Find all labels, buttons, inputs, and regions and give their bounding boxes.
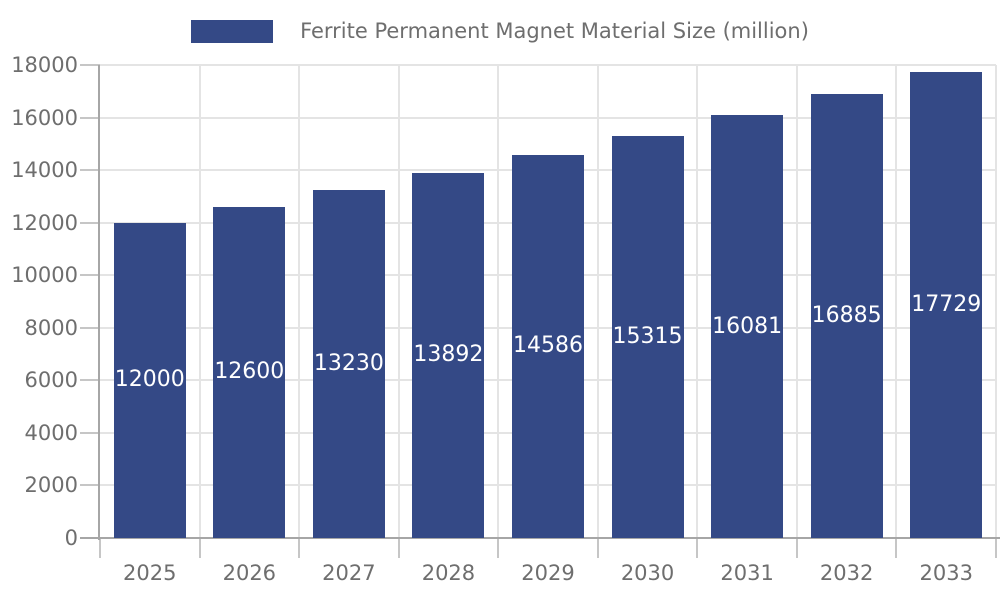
bar-value-label: 12000: [114, 367, 185, 393]
y-axis-label: 12000: [11, 210, 78, 235]
y-axis-label: 8000: [24, 315, 78, 340]
bar[interactable]: [810, 94, 883, 538]
bar-value-label: 16081: [712, 313, 783, 339]
x-axis-tick: [298, 538, 301, 558]
x-axis-label: 2031: [720, 561, 774, 585]
y-axis-label: 10000: [11, 263, 78, 288]
x-axis-tick: [198, 538, 201, 558]
bar-value-label: 16885: [811, 303, 882, 329]
gridline-vertical: [497, 65, 500, 538]
y-axis-label: 18000: [11, 53, 78, 77]
bar-value-label: 13892: [413, 342, 484, 368]
bar[interactable]: [711, 115, 784, 538]
x-axis-tick: [995, 538, 997, 558]
bar-value-label: 14586: [512, 333, 583, 359]
bar-value-label: 13230: [313, 351, 384, 377]
bar[interactable]: [910, 72, 983, 538]
bar-value-label: 17729: [911, 292, 982, 318]
y-axis-tick: [80, 484, 100, 487]
y-axis-label: 4000: [24, 420, 78, 445]
gridline-vertical: [298, 65, 301, 538]
x-axis-tick: [696, 538, 699, 558]
gridline-vertical: [795, 65, 798, 538]
y-axis-tick: [80, 326, 100, 329]
x-axis-label: 2026: [222, 561, 277, 585]
gridline-vertical: [995, 65, 997, 538]
y-axis-label: 14000: [11, 158, 78, 183]
legend-label: Ferrite Permanent Magnet Material Size (…: [300, 19, 809, 43]
y-axis-tick: [80, 221, 100, 224]
bar[interactable]: [512, 154, 584, 538]
gridline-vertical: [596, 65, 599, 538]
x-axis-label: 2028: [421, 561, 476, 585]
y-axis-label: 16000: [11, 105, 78, 130]
legend-swatch-icon: [191, 19, 274, 43]
x-axis-tick: [397, 538, 400, 558]
legend-item[interactable]: Ferrite Permanent Magnet Material Size (…: [0, 16, 1000, 46]
y-axis-tick: [80, 64, 100, 66]
bar-value-label: 15315: [612, 323, 683, 349]
y-axis-tick: [80, 431, 100, 434]
x-axis-label: 2032: [819, 561, 874, 585]
y-axis-tick: [80, 274, 100, 277]
x-axis-tick: [795, 538, 798, 558]
gridline-vertical: [397, 65, 400, 538]
gridline-horizontal: [100, 116, 996, 119]
x-axis-label: 2025: [123, 561, 177, 585]
x-axis-tick: [497, 538, 500, 558]
x-axis-line: [80, 537, 1000, 539]
gridline-vertical: [198, 65, 201, 538]
y-axis-label: 6000: [24, 368, 78, 393]
y-axis-label: 0: [64, 526, 78, 550]
y-axis-tick: [80, 169, 100, 172]
bar[interactable]: [113, 222, 186, 538]
bar[interactable]: [611, 135, 684, 538]
x-axis-label: 2027: [322, 561, 376, 585]
y-axis-line: [98, 65, 100, 540]
bar[interactable]: [312, 190, 385, 538]
y-axis-label: 2000: [24, 473, 78, 498]
gridline-vertical: [696, 65, 699, 538]
x-axis-tick: [596, 538, 599, 558]
bar[interactable]: [412, 172, 485, 538]
x-axis-label: 2030: [620, 561, 675, 585]
x-axis-tick: [99, 538, 101, 558]
x-axis-label: 2029: [521, 561, 575, 585]
y-axis-tick: [80, 379, 100, 382]
gridline-vertical: [895, 65, 898, 538]
x-axis-label: 2033: [919, 561, 973, 585]
bar-value-label: 12600: [214, 359, 285, 385]
bar[interactable]: [213, 206, 286, 538]
gridline-horizontal: [100, 64, 996, 66]
y-axis-tick: [80, 116, 100, 119]
x-axis-tick: [895, 538, 898, 558]
